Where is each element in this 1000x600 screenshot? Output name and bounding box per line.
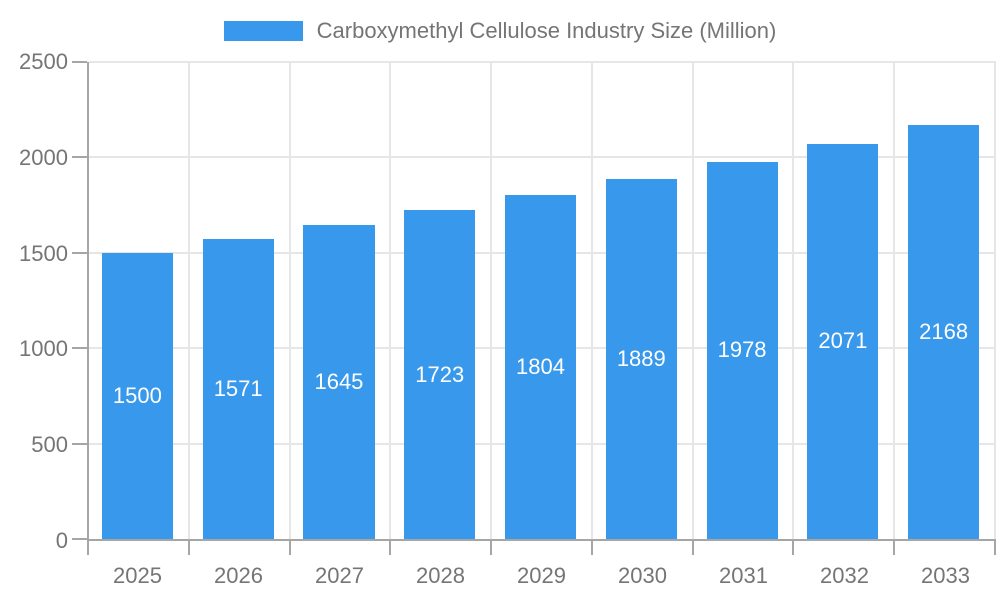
- category-2030: 1889: [593, 62, 694, 555]
- x-tick-3: [389, 541, 392, 555]
- category-2028: 1723: [391, 62, 493, 555]
- x-tick-6: [691, 541, 694, 555]
- x-tick-9: [994, 541, 997, 555]
- bar-2030[interactable]: 1889: [605, 178, 677, 539]
- bars-layer: 1500 1571 1645 1723 1804 1889 1978 2071 2168: [89, 62, 997, 555]
- category-2031: 1978: [694, 62, 795, 555]
- y-tick-label-500: 500: [31, 432, 68, 458]
- bar-2027[interactable]: 1645: [303, 225, 375, 539]
- y-tick-label-1500: 1500: [19, 240, 68, 266]
- gridline-y-2000: [89, 156, 996, 159]
- x-axis-label-2029: 2029: [517, 563, 566, 588]
- category-2033: 2168: [895, 62, 997, 555]
- gridline-y-2500: [89, 61, 996, 63]
- y-tick-1500: [72, 251, 87, 254]
- x-axis-label-2026: 2026: [214, 563, 263, 588]
- bar-value-label-2026: 1571: [213, 376, 263, 402]
- x-tick-5: [590, 541, 593, 555]
- x-tick-4: [490, 541, 493, 555]
- category-2032: 2071: [794, 62, 896, 555]
- y-tick-2000: [72, 156, 87, 159]
- category-2027: 1645: [291, 62, 392, 555]
- legend-swatch: [223, 21, 303, 41]
- x-axis-label-2030: 2030: [618, 563, 667, 588]
- bar-2031[interactable]: 1978: [706, 161, 778, 539]
- category-2026: 1571: [190, 62, 291, 555]
- x-axis-label-2027: 2027: [315, 563, 364, 588]
- y-tick-label-1000: 1000: [19, 336, 68, 362]
- x-axis-labels: 2025 2026 2027 2028 2029 2030 2031 2032 2033: [87, 563, 996, 589]
- x-tick-7: [792, 541, 795, 555]
- x-tick-0: [87, 541, 89, 555]
- x-tick-8: [893, 541, 896, 555]
- x-axis-label-2025: 2025: [113, 563, 162, 588]
- x-axis-label-2033: 2033: [921, 563, 970, 588]
- bar-value-label-2029: 1804: [516, 353, 565, 379]
- category-2029: 1804: [492, 62, 593, 555]
- y-axis-labels: 0 500 1000 1500 2000 2500: [0, 50, 68, 553]
- x-tick-1: [187, 541, 190, 555]
- plot-area: 1500 1571 1645 1723 1804 1889 1978 2071 2168: [72, 61, 997, 555]
- y-tick-label-2500: 2500: [19, 49, 68, 74]
- legend-label: Carboxymethyl Cellulose Industry Size (M…: [316, 18, 777, 43]
- x-axis-label-2028: 2028: [416, 563, 465, 588]
- bar-value-label-2030: 1889: [616, 345, 666, 371]
- x-tick-2: [288, 541, 291, 555]
- legend[interactable]: Carboxymethyl Cellulose Industry Size (M…: [0, 17, 1000, 45]
- bar-2025[interactable]: 1500: [101, 252, 173, 539]
- category-2025: 1500: [89, 62, 190, 555]
- y-tick-label-2000: 2000: [19, 144, 68, 170]
- x-axis-label-2031: 2031: [719, 563, 768, 588]
- bar-value-label-2033: 2168: [919, 319, 969, 345]
- bar-value-label-2031: 1978: [717, 337, 767, 363]
- y-tick-label-0: 0: [55, 528, 68, 553]
- y-tick-500: [72, 442, 87, 445]
- bar-2033[interactable]: 2168: [908, 125, 980, 539]
- bar-2028[interactable]: 1723: [404, 210, 476, 539]
- x-axis-label-2032: 2032: [820, 563, 869, 588]
- bar-value-label-2027: 1645: [314, 369, 364, 395]
- bar-2026[interactable]: 1571: [202, 239, 274, 539]
- y-tick-2500: [72, 61, 87, 63]
- bar-2032[interactable]: 2071: [807, 143, 879, 539]
- bar-value-label-2028: 1723: [415, 361, 465, 387]
- y-tick-1000: [72, 347, 87, 350]
- bar-value-label-2025: 1500: [112, 382, 162, 408]
- bar-value-label-2032: 2071: [818, 328, 868, 354]
- bar-2029[interactable]: 1804: [504, 194, 577, 539]
- y-tick-0: [72, 538, 87, 540]
